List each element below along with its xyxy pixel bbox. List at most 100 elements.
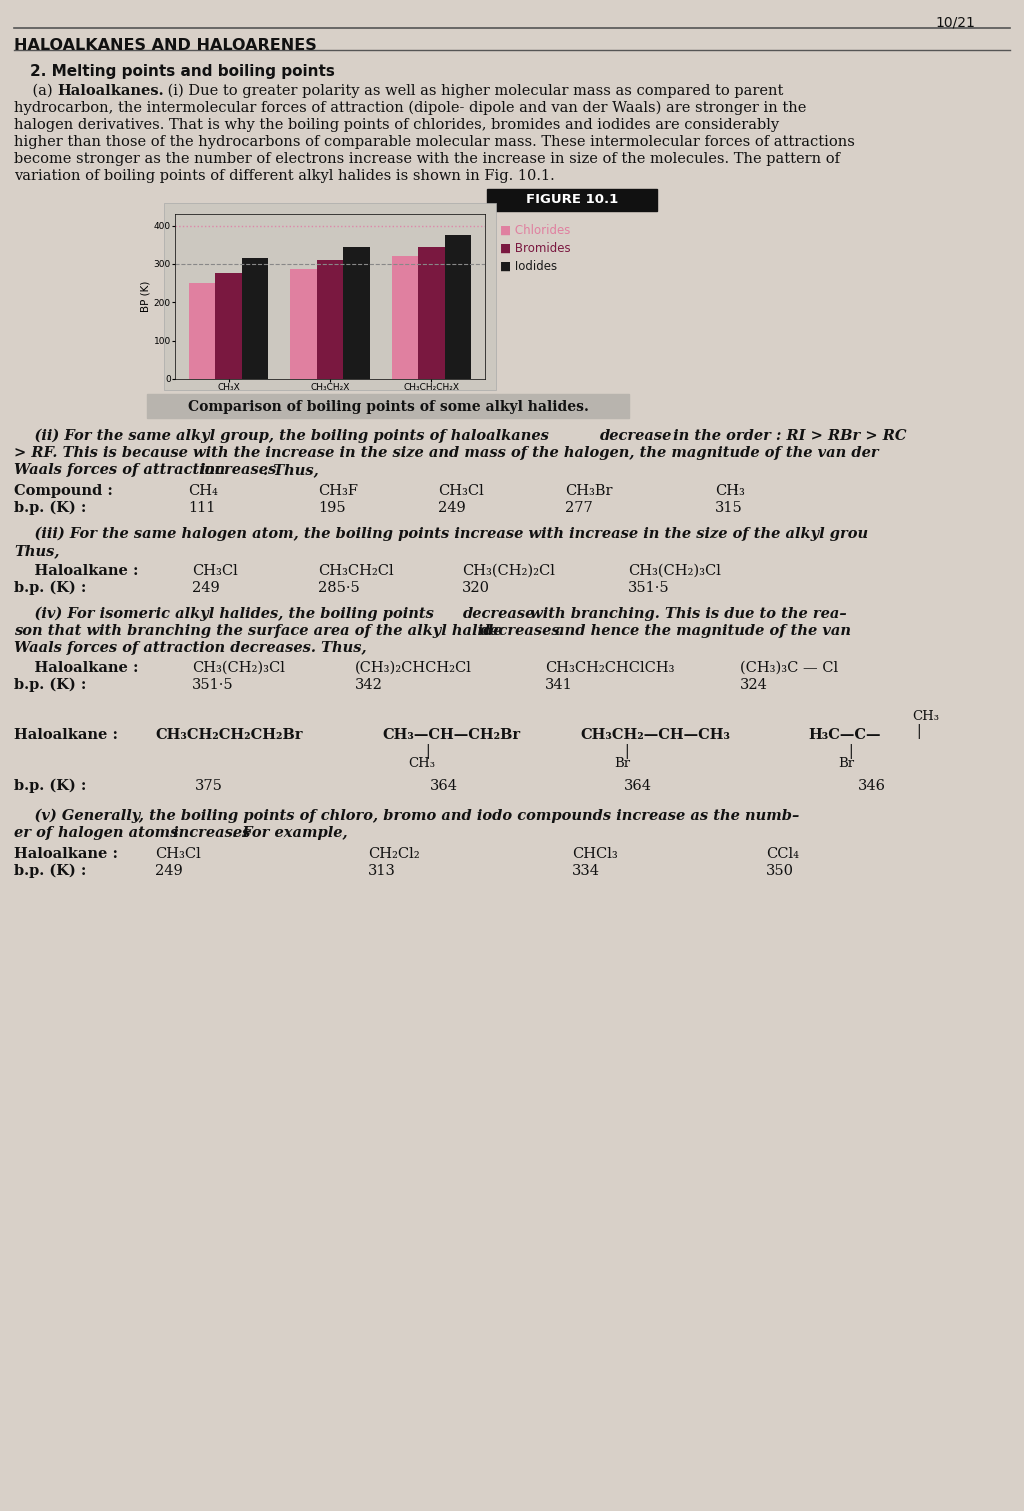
- Text: and hence the magnitude of the van: and hence the magnitude of the van: [550, 624, 851, 638]
- Text: Haloalkane :: Haloalkane :: [14, 564, 138, 579]
- Text: in the order : RI > RBr > RC: in the order : RI > RBr > RC: [668, 429, 906, 443]
- Text: CCl₄: CCl₄: [766, 848, 799, 861]
- Bar: [444, 234, 471, 379]
- Text: Waals forces of attraction: Waals forces of attraction: [14, 462, 230, 477]
- Text: CH₃: CH₃: [408, 757, 435, 771]
- Text: CH₃CH₂CHClCH₃: CH₃CH₂CHClCH₃: [545, 660, 675, 675]
- Text: 195: 195: [318, 502, 346, 515]
- Text: (iii) For the same halogen atom, the boiling points increase with increase in th: (iii) For the same halogen atom, the boi…: [14, 527, 868, 541]
- Text: 111: 111: [188, 502, 215, 515]
- Text: |: |: [624, 743, 629, 759]
- Text: I: I: [733, 484, 737, 493]
- Text: CH₃—CH—CH₂Br: CH₃—CH—CH₂Br: [382, 728, 520, 742]
- Text: 341: 341: [545, 678, 572, 692]
- Text: 351·5: 351·5: [628, 582, 670, 595]
- Text: Br: Br: [614, 757, 630, 771]
- Bar: [343, 246, 370, 379]
- Text: become stronger as the number of electrons increase with the increase in size of: become stronger as the number of electro…: [14, 153, 840, 166]
- Text: CH₃Cl: CH₃Cl: [155, 848, 201, 861]
- Text: ■ Iodides: ■ Iodides: [500, 260, 557, 273]
- Text: b.p. (K) :: b.p. (K) :: [14, 502, 86, 515]
- Text: increases: increases: [200, 462, 278, 477]
- Text: 10/21: 10/21: [935, 15, 975, 29]
- Text: Comparison of boiling points of some alkyl halides.: Comparison of boiling points of some alk…: [187, 400, 589, 414]
- Text: b.p. (K) :: b.p. (K) :: [14, 678, 86, 692]
- Text: |: |: [916, 724, 921, 739]
- Text: halogen derivatives. That is why the boiling points of chlorides, bromides and i: halogen derivatives. That is why the boi…: [14, 118, 779, 131]
- Text: higher than those of the hydrocarbons of comparable molecular mass. These interm: higher than those of the hydrocarbons of…: [14, 134, 855, 150]
- Text: 342: 342: [355, 678, 383, 692]
- Text: b.p. (K) :: b.p. (K) :: [14, 582, 86, 595]
- FancyBboxPatch shape: [147, 394, 629, 419]
- Text: er of: er of: [14, 827, 57, 840]
- Text: 249: 249: [155, 864, 182, 878]
- Text: CH₄: CH₄: [188, 484, 218, 499]
- FancyBboxPatch shape: [487, 189, 657, 212]
- Text: CH₃CH₂CH₂CH₂Br: CH₃CH₂CH₂CH₂Br: [155, 728, 302, 742]
- Text: CH₃CH₂—CH—CH₃: CH₃CH₂—CH—CH₃: [580, 728, 730, 742]
- Text: (v) Generally, the boiling points of chloro, bromo and iodo compounds increase a: (v) Generally, the boiling points of chl…: [14, 808, 800, 823]
- Text: CH₃: CH₃: [715, 484, 744, 499]
- Text: 249: 249: [193, 582, 220, 595]
- Text: hydrocarbon, the intermolecular forces of attraction (dipole- dipole and van der: hydrocarbon, the intermolecular forces o…: [14, 101, 806, 115]
- Text: b.p. (K) :: b.p. (K) :: [14, 864, 86, 878]
- Bar: [215, 272, 242, 379]
- Text: increases: increases: [168, 827, 251, 840]
- Text: (ii) For the same alkyl group, the boiling points of haloalkanes: (ii) For the same alkyl group, the boili…: [14, 429, 554, 443]
- Bar: [316, 260, 343, 379]
- Text: son that with branching the surface area of the alkyl halide: son that with branching the surface area…: [14, 624, 508, 638]
- Text: decreases: decreases: [480, 624, 560, 638]
- Text: Haloalkanes.: Haloalkanes.: [57, 85, 164, 98]
- Bar: [189, 284, 215, 379]
- FancyBboxPatch shape: [164, 202, 496, 390]
- Text: CH₃Br: CH₃Br: [565, 484, 612, 499]
- Text: Br: Br: [838, 757, 854, 771]
- Text: 364: 364: [430, 780, 458, 793]
- Text: Waals forces of attraction decreases. Thus,: Waals forces of attraction decreases. Th…: [14, 641, 367, 654]
- Text: 2. Melting points and boiling points: 2. Melting points and boiling points: [30, 63, 335, 79]
- Text: 313: 313: [368, 864, 396, 878]
- Text: CH₃Cl: CH₃Cl: [438, 484, 483, 499]
- Text: |: |: [848, 743, 853, 759]
- Text: 350: 350: [766, 864, 794, 878]
- Text: H₃C—C—: H₃C—C—: [808, 728, 881, 742]
- Text: b.p. (K) :: b.p. (K) :: [14, 780, 86, 793]
- Text: with branching. This is due to the rea–: with branching. This is due to the rea–: [525, 607, 847, 621]
- Text: 351·5: 351·5: [193, 678, 233, 692]
- Text: 277: 277: [565, 502, 593, 515]
- Text: Haloalkane :: Haloalkane :: [14, 728, 118, 742]
- Text: (a): (a): [14, 85, 57, 98]
- Y-axis label: BP (K): BP (K): [141, 281, 151, 313]
- Text: |: |: [425, 743, 430, 759]
- Text: 334: 334: [572, 864, 600, 878]
- Text: CH₃(CH₂)₃Cl: CH₃(CH₂)₃Cl: [193, 660, 285, 675]
- Text: CHCl₃: CHCl₃: [572, 848, 617, 861]
- Text: > RF. This is because with the increase in the size and mass of the halogen, the: > RF. This is because with the increase …: [14, 446, 879, 459]
- Text: Thus,: Thus,: [14, 544, 59, 558]
- Text: decrease: decrease: [463, 607, 536, 621]
- Text: . Thus,: . Thus,: [263, 462, 318, 477]
- Text: Haloalkane :: Haloalkane :: [14, 848, 118, 861]
- Text: . For example,: . For example,: [232, 827, 347, 840]
- Text: ■ Chlorides: ■ Chlorides: [500, 224, 570, 237]
- Text: CH₃CH₂Cl: CH₃CH₂Cl: [318, 564, 393, 579]
- Text: 315: 315: [715, 502, 742, 515]
- Text: 364: 364: [624, 780, 652, 793]
- Bar: [291, 269, 316, 379]
- Bar: [418, 246, 444, 379]
- Text: (i) Due to greater polarity as well as higher molecular mass as compared to pare: (i) Due to greater polarity as well as h…: [163, 85, 783, 98]
- Text: CH₂Cl₂: CH₂Cl₂: [368, 848, 420, 861]
- Text: 346: 346: [858, 780, 886, 793]
- Text: (CH₃)₃C — Cl: (CH₃)₃C — Cl: [740, 660, 838, 675]
- Text: 324: 324: [740, 678, 768, 692]
- Text: (CH₃)₂CHCH₂Cl: (CH₃)₂CHCH₂Cl: [355, 660, 472, 675]
- Text: variation of boiling points of different alkyl halides is shown in Fig. 10.1.: variation of boiling points of different…: [14, 169, 555, 183]
- Text: CH₃(CH₂)₃Cl: CH₃(CH₂)₃Cl: [628, 564, 721, 579]
- Text: CH₃(CH₂)₂Cl: CH₃(CH₂)₂Cl: [462, 564, 555, 579]
- Text: 320: 320: [462, 582, 490, 595]
- Bar: [242, 258, 268, 379]
- Text: 249: 249: [438, 502, 466, 515]
- Text: ■ Bromides: ■ Bromides: [500, 242, 570, 255]
- Text: 285·5: 285·5: [318, 582, 359, 595]
- Text: CH₃: CH₃: [912, 710, 939, 722]
